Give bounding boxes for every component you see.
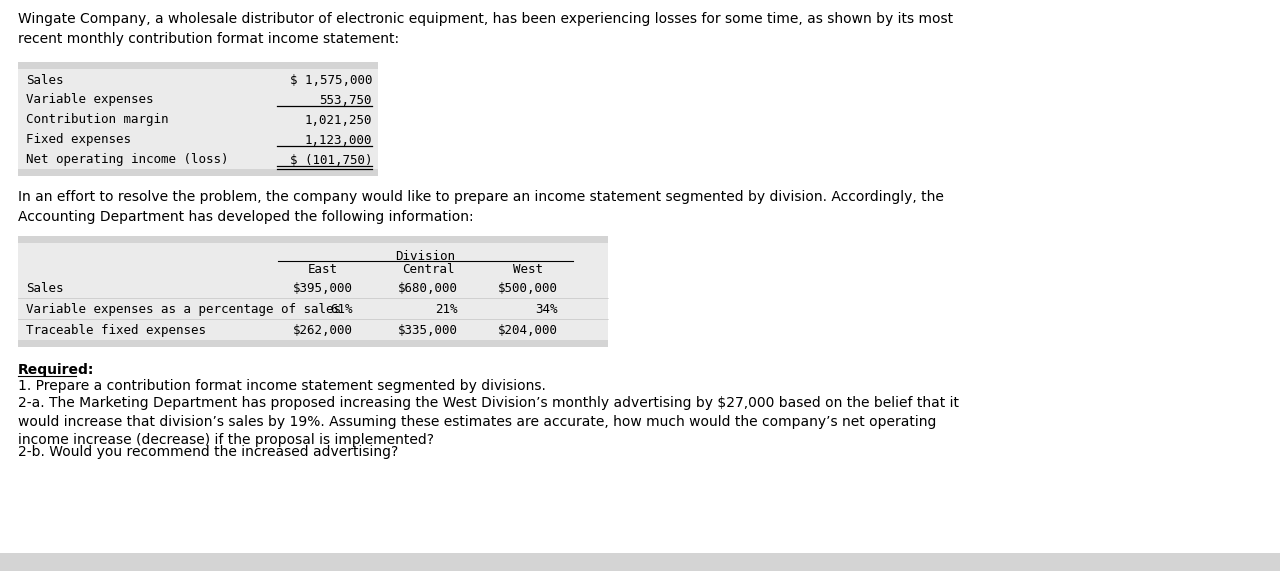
Bar — [18, 319, 608, 340]
Text: 2-a. The Marketing Department has proposed increasing the West Division’s monthl: 2-a. The Marketing Department has propos… — [18, 396, 959, 447]
Text: Contribution margin: Contribution margin — [26, 114, 169, 127]
Text: East: East — [308, 263, 338, 276]
Bar — [18, 277, 608, 298]
Text: $204,000: $204,000 — [498, 324, 558, 337]
Bar — [18, 129, 378, 149]
Bar — [18, 109, 378, 129]
Bar — [18, 69, 378, 89]
Text: $335,000: $335,000 — [398, 324, 458, 337]
Text: $680,000: $680,000 — [398, 282, 458, 295]
Text: 61%: 61% — [330, 303, 353, 316]
Text: Central: Central — [402, 263, 454, 276]
Bar — [18, 243, 608, 277]
Bar — [18, 298, 608, 319]
Text: 2-b. Would you recommend the increased advertising?: 2-b. Would you recommend the increased a… — [18, 445, 398, 459]
Text: Required:: Required: — [18, 363, 95, 377]
Text: $ (101,750): $ (101,750) — [289, 154, 372, 167]
Bar — [18, 169, 378, 176]
Text: $ 1,575,000: $ 1,575,000 — [289, 74, 372, 86]
Text: 1. Prepare a contribution format income statement segmented by divisions.: 1. Prepare a contribution format income … — [18, 379, 545, 393]
Text: Net operating income (loss): Net operating income (loss) — [26, 154, 229, 167]
Text: Sales: Sales — [26, 74, 64, 86]
Text: $395,000: $395,000 — [293, 282, 353, 295]
Bar — [18, 62, 378, 69]
Text: 21%: 21% — [435, 303, 458, 316]
Text: 34%: 34% — [535, 303, 558, 316]
Bar — [18, 89, 378, 109]
Text: Sales: Sales — [26, 282, 64, 295]
Text: Fixed expenses: Fixed expenses — [26, 134, 131, 147]
Text: Division: Division — [396, 250, 456, 263]
Bar — [18, 149, 378, 169]
Text: Traceable fixed expenses: Traceable fixed expenses — [26, 324, 206, 337]
Text: 1,021,250: 1,021,250 — [305, 114, 372, 127]
Text: $500,000: $500,000 — [498, 282, 558, 295]
Text: $262,000: $262,000 — [293, 324, 353, 337]
Bar — [0, 553, 1280, 571]
Text: West: West — [513, 263, 543, 276]
Text: Wingate Company, a wholesale distributor of electronic equipment, has been exper: Wingate Company, a wholesale distributor… — [18, 12, 954, 46]
Text: Variable expenses: Variable expenses — [26, 94, 154, 107]
Bar — [18, 340, 608, 347]
Text: Variable expenses as a percentage of sales: Variable expenses as a percentage of sal… — [26, 303, 340, 316]
Text: In an effort to resolve the problem, the company would like to prepare an income: In an effort to resolve the problem, the… — [18, 190, 943, 224]
Bar — [18, 236, 608, 243]
Text: 553,750: 553,750 — [320, 94, 372, 107]
Text: 1,123,000: 1,123,000 — [305, 134, 372, 147]
